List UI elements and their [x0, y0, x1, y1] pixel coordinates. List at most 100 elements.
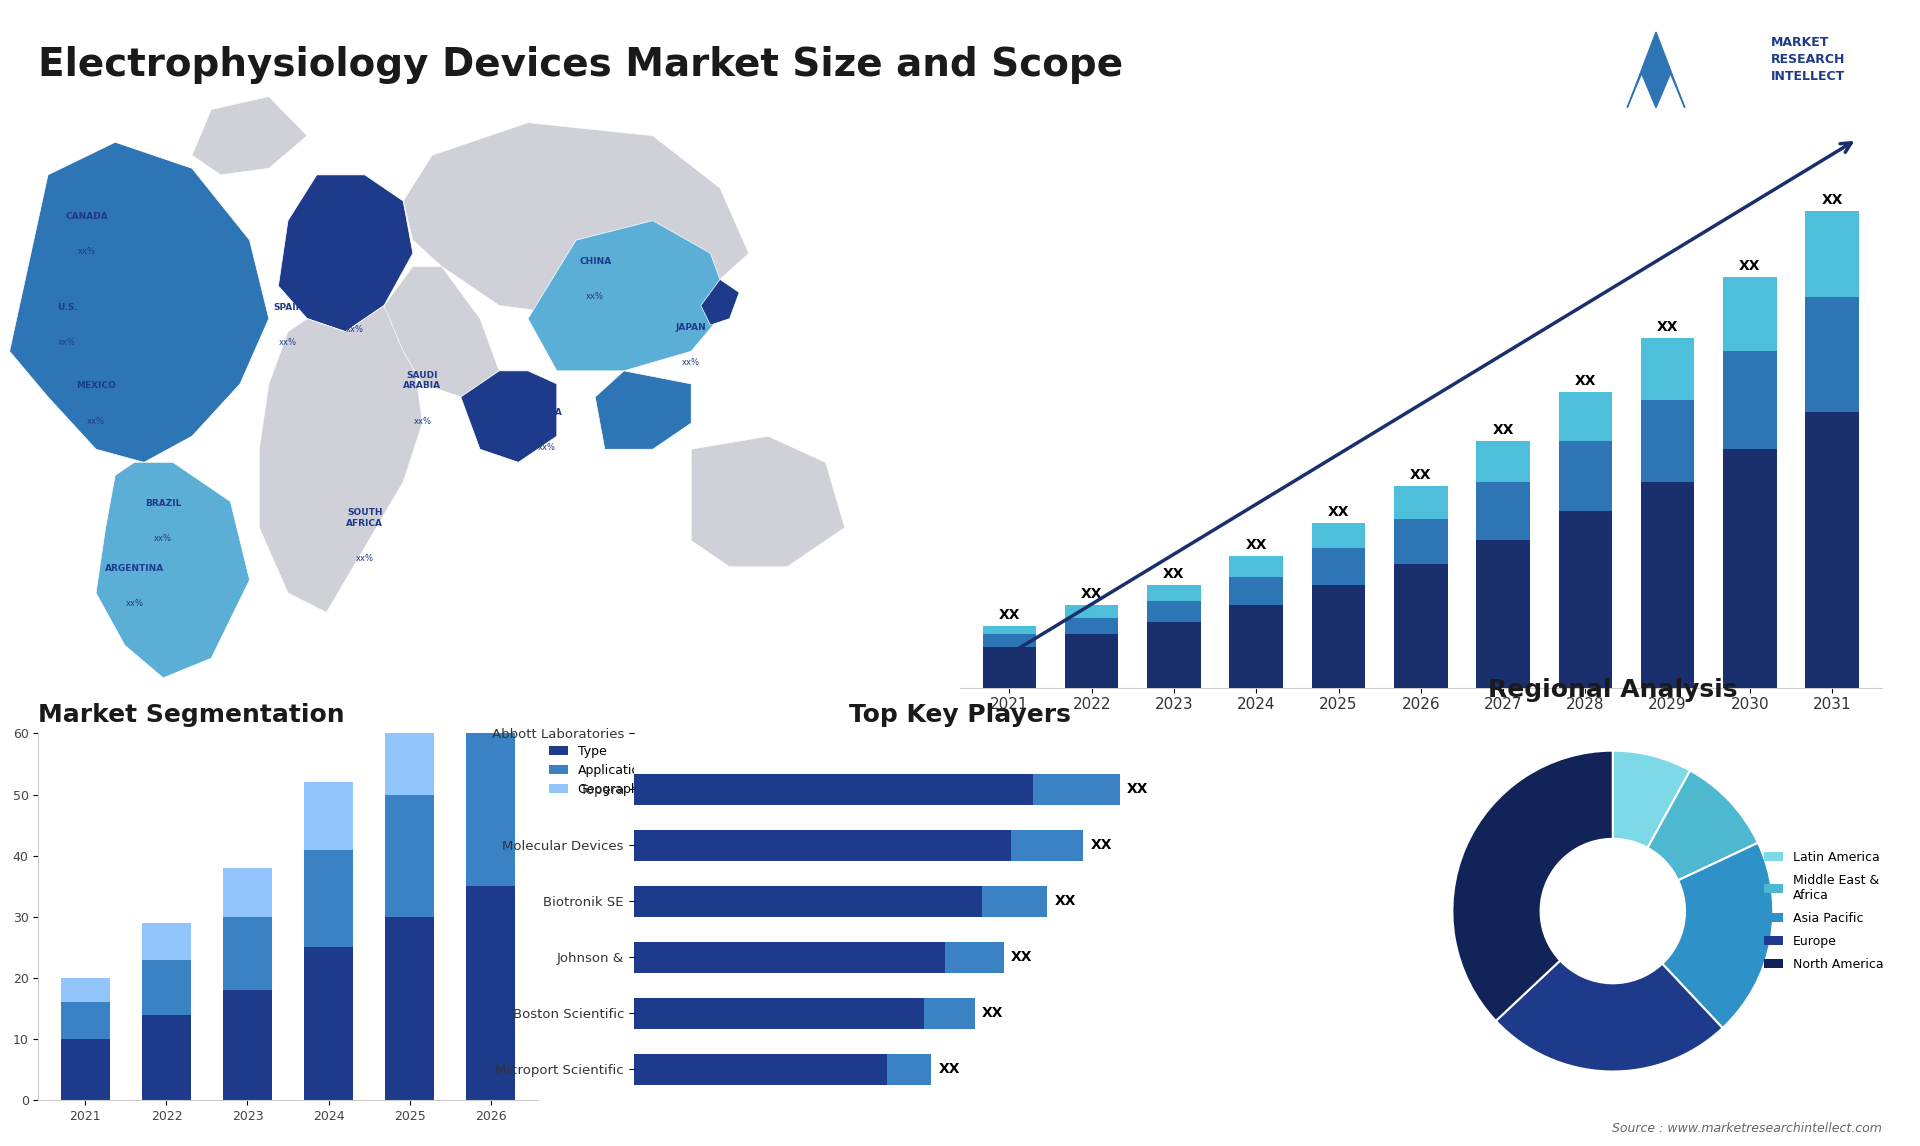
Polygon shape: [528, 220, 730, 371]
Text: XX: XX: [1329, 505, 1350, 519]
Text: xx%: xx%: [346, 325, 365, 335]
Bar: [1805, 413, 1859, 688]
Text: ITALY: ITALY: [342, 290, 369, 299]
Text: xx%: xx%: [58, 338, 77, 347]
Text: CANADA: CANADA: [65, 212, 108, 220]
Bar: [142, 923, 190, 959]
Polygon shape: [1628, 32, 1686, 108]
Text: BRAZIL: BRAZIL: [146, 499, 180, 508]
Wedge shape: [1647, 770, 1759, 880]
Bar: [1394, 519, 1448, 564]
Text: xx%: xx%: [307, 292, 326, 301]
Bar: [303, 849, 353, 948]
Text: Market Segmentation: Market Segmentation: [38, 704, 346, 728]
Bar: [983, 646, 1037, 688]
Bar: [1724, 351, 1776, 449]
Text: XX: XX: [1054, 894, 1075, 909]
Bar: [142, 1014, 190, 1100]
Bar: [467, 623, 515, 733]
Text: ARGENTINA: ARGENTINA: [106, 564, 163, 573]
Polygon shape: [192, 96, 307, 175]
Text: XX: XX: [1657, 320, 1678, 335]
Text: MARKET
RESEARCH
INTELLECT: MARKET RESEARCH INTELLECT: [1770, 36, 1845, 84]
Bar: [634, 942, 945, 973]
Bar: [1148, 602, 1200, 622]
Bar: [1311, 524, 1365, 548]
Bar: [634, 998, 924, 1029]
Polygon shape: [259, 306, 422, 612]
Bar: [1476, 540, 1530, 688]
Bar: [61, 978, 109, 1003]
Text: SOUTH
AFRICA: SOUTH AFRICA: [346, 508, 384, 527]
Bar: [386, 709, 434, 794]
Polygon shape: [595, 371, 691, 449]
Bar: [1805, 297, 1859, 413]
Text: INDIA: INDIA: [532, 408, 563, 417]
Polygon shape: [384, 266, 499, 397]
Bar: [1724, 449, 1776, 688]
Text: XX: XX: [981, 1006, 1004, 1020]
Wedge shape: [1613, 751, 1690, 848]
Wedge shape: [1452, 751, 1613, 1021]
Polygon shape: [278, 175, 413, 331]
Bar: [467, 886, 515, 1100]
Text: GERMANY: GERMANY: [340, 212, 390, 220]
Bar: [1148, 584, 1200, 602]
Text: CHINA: CHINA: [580, 258, 611, 266]
Text: U.S.: U.S.: [58, 303, 77, 312]
Bar: [1559, 511, 1613, 688]
Bar: [1394, 564, 1448, 688]
Bar: [1229, 576, 1283, 605]
Text: XX: XX: [1081, 587, 1102, 602]
Wedge shape: [1496, 960, 1722, 1072]
Bar: [634, 774, 1033, 804]
Text: XX: XX: [1091, 839, 1112, 853]
Text: xx%: xx%: [586, 292, 605, 301]
Text: xx%: xx%: [413, 416, 432, 425]
Text: xx%: xx%: [538, 442, 557, 452]
Text: XX: XX: [1409, 468, 1432, 482]
Bar: [303, 783, 353, 849]
Legend: Type, Application, Geography: Type, Application, Geography: [543, 739, 653, 801]
Bar: [634, 830, 1010, 861]
Bar: [945, 942, 1004, 973]
Bar: [386, 794, 434, 917]
Text: xx%: xx%: [86, 416, 106, 425]
Bar: [223, 868, 273, 917]
Bar: [142, 959, 190, 1014]
Text: SAUDI
ARABIA: SAUDI ARABIA: [403, 371, 442, 391]
Bar: [1642, 482, 1693, 688]
Bar: [1476, 482, 1530, 540]
Text: xx%: xx%: [355, 246, 374, 256]
Text: XX: XX: [1127, 783, 1148, 796]
Text: xx%: xx%: [682, 358, 701, 367]
Bar: [1066, 618, 1117, 634]
Text: xx%: xx%: [125, 599, 144, 609]
Bar: [887, 1054, 931, 1084]
Text: XX: XX: [939, 1062, 960, 1076]
Bar: [61, 1003, 109, 1039]
Polygon shape: [701, 280, 739, 325]
Bar: [1311, 584, 1365, 688]
Polygon shape: [461, 371, 557, 462]
Text: XX: XX: [1246, 537, 1267, 552]
Bar: [1805, 211, 1859, 297]
Text: SPAIN: SPAIN: [273, 303, 303, 312]
Text: XX: XX: [1492, 423, 1513, 437]
Bar: [1559, 441, 1613, 511]
Bar: [467, 733, 515, 886]
Wedge shape: [1663, 842, 1774, 1028]
Text: xx%: xx%: [278, 338, 298, 347]
Text: XX: XX: [1740, 259, 1761, 273]
Bar: [1311, 548, 1365, 584]
Bar: [223, 917, 273, 990]
Bar: [1724, 276, 1776, 351]
Bar: [1229, 556, 1283, 576]
Text: U.K.: U.K.: [315, 212, 338, 220]
Bar: [1642, 338, 1693, 400]
Text: Electrophysiology Devices Market Size and Scope: Electrophysiology Devices Market Size an…: [38, 46, 1123, 84]
Bar: [924, 998, 975, 1029]
Polygon shape: [96, 462, 250, 677]
Bar: [1394, 486, 1448, 519]
Text: XX: XX: [1574, 374, 1596, 387]
